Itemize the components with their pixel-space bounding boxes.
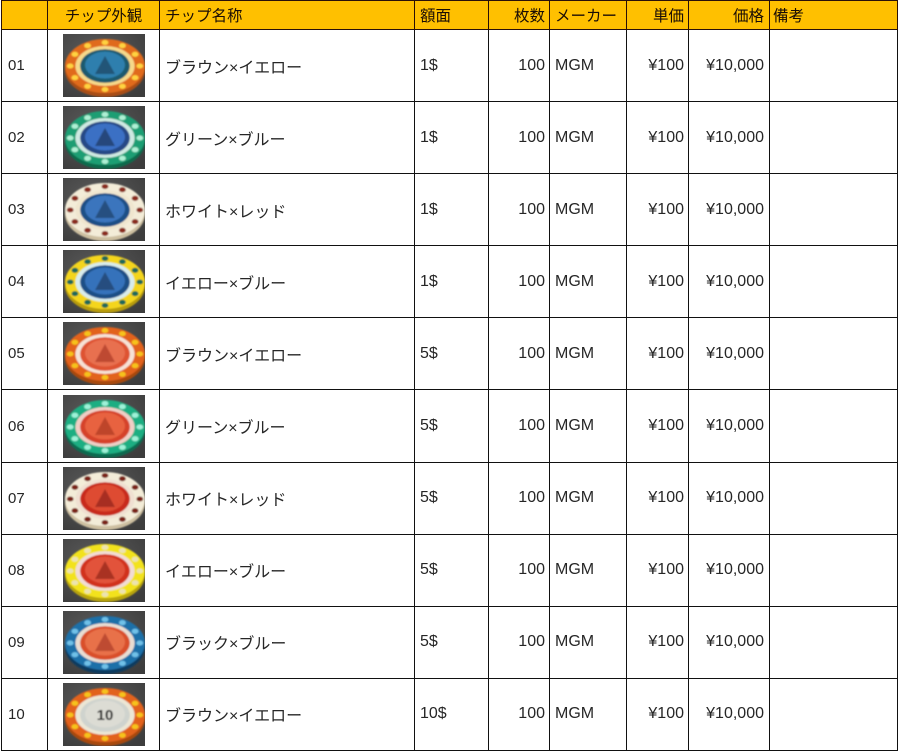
svg-text:10: 10 bbox=[96, 707, 113, 724]
